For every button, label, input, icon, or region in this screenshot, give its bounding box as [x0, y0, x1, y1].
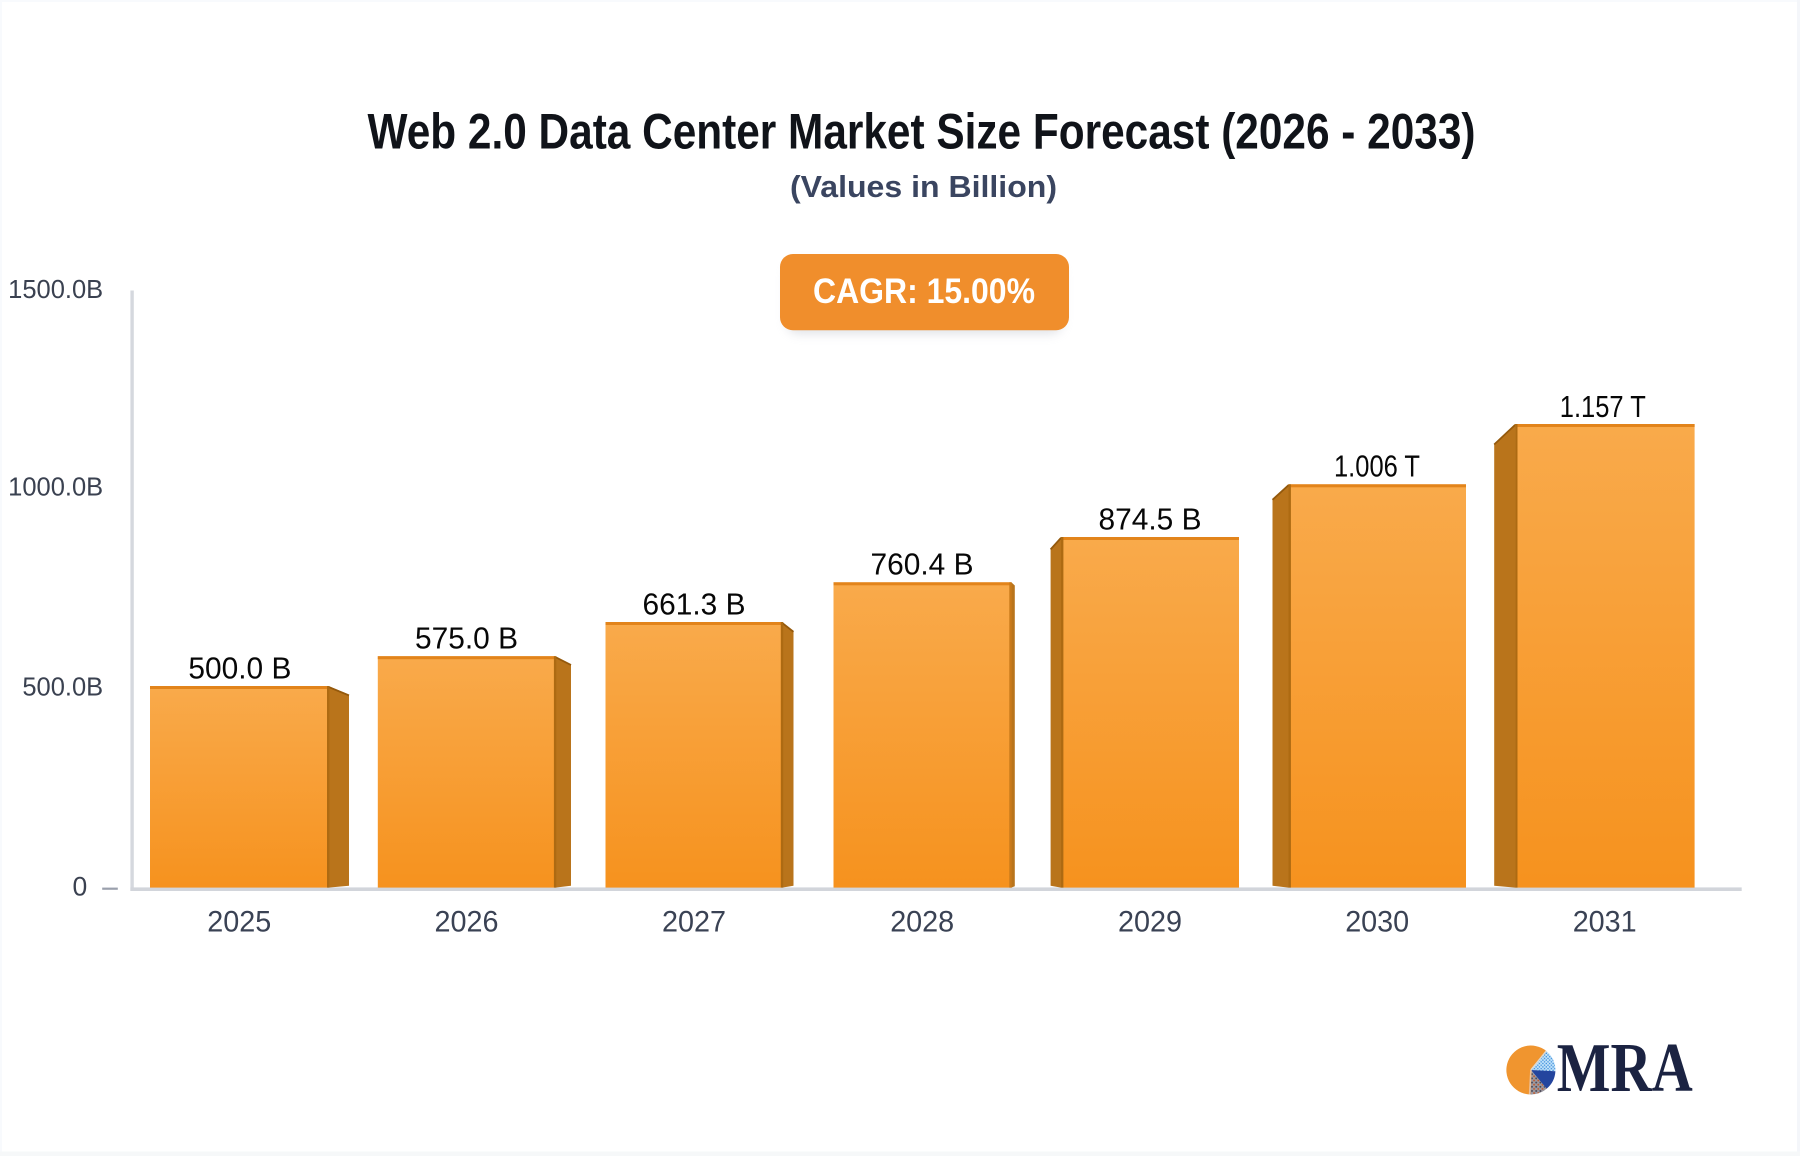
- svg-text:CAGR: 15.00%: CAGR: 15.00%: [813, 271, 1035, 311]
- svg-text:2029: 2029: [1118, 906, 1182, 939]
- svg-text:500.0B: 500.0B: [22, 674, 103, 702]
- svg-text:0: 0: [73, 872, 88, 902]
- svg-text:MRA: MRA: [1557, 1030, 1693, 1107]
- svg-text:Web 2.0 Data Center Market Siz: Web 2.0 Data Center Market Size Forecast…: [368, 104, 1476, 160]
- svg-text:575.0 B: 575.0 B: [415, 621, 518, 656]
- svg-text:2025: 2025: [207, 906, 271, 939]
- svg-text:874.5 B: 874.5 B: [1099, 501, 1202, 536]
- svg-text:661.3 B: 661.3 B: [643, 586, 746, 621]
- svg-text:1500.0B: 1500.0B: [8, 276, 103, 304]
- svg-text:1000.0B: 1000.0B: [8, 474, 103, 502]
- svg-text:760.4 B: 760.4 B: [871, 547, 974, 582]
- svg-text:2030: 2030: [1345, 906, 1409, 939]
- svg-text:500.0 B: 500.0 B: [188, 650, 291, 685]
- svg-text:2031: 2031: [1573, 906, 1637, 939]
- svg-text:2028: 2028: [890, 906, 954, 939]
- svg-text:(Values in Billion): (Values in Billion): [790, 169, 1057, 204]
- svg-text:1.157 T: 1.157 T: [1560, 389, 1646, 424]
- svg-text:1.006 T: 1.006 T: [1334, 449, 1420, 484]
- svg-text:2027: 2027: [662, 906, 726, 939]
- svg-text:2026: 2026: [435, 906, 499, 939]
